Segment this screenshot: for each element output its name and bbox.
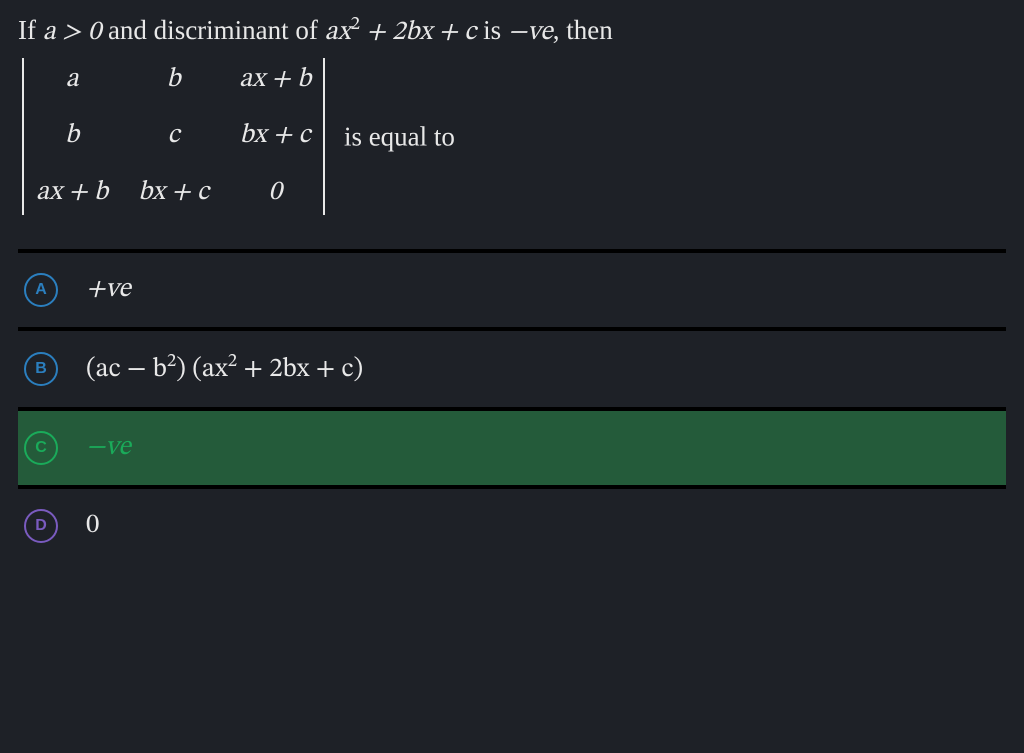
q-after-det: is equal to	[344, 121, 455, 151]
q-text-3: is	[476, 15, 508, 45]
option-b[interactable]: B (ac − b2) (ax2 + 2bx + c)	[18, 327, 1006, 407]
det-cell: ax + b	[36, 173, 108, 214]
opt-b-mid: ) (ax	[176, 356, 228, 383]
q-text-1: If	[18, 15, 43, 45]
option-letter-c: C	[24, 431, 58, 465]
q-text-4: , then	[553, 15, 613, 45]
q-math-2a: ax	[325, 19, 351, 46]
option-text-d: 0	[86, 509, 99, 543]
det-right-bar	[323, 58, 325, 216]
det-cell: a	[36, 60, 108, 101]
det-cell: b	[36, 116, 108, 157]
q-math-3: −ve	[508, 19, 553, 46]
question-container: If a > 0 and discriminant of ax2 + 2bx +…	[0, 0, 1024, 563]
options-list: A +ve B (ac − b2) (ax2 + 2bx + c) C −ve …	[18, 249, 1006, 563]
option-a[interactable]: A +ve	[18, 249, 1006, 327]
opt-b-pre: (ac − b	[86, 356, 167, 383]
opt-b-sup2: 2	[228, 353, 237, 371]
det-grid: a b ax + b b c bx + c ax + b bx + c 0	[28, 54, 319, 220]
det-left-bar	[22, 58, 24, 216]
determinant: a b ax + b b c bx + c ax + b bx + c 0	[18, 54, 329, 220]
det-cell: bx + c	[239, 116, 311, 157]
option-text-a: +ve	[86, 273, 131, 307]
q-math-2b: + 2bx + c	[360, 19, 476, 46]
option-c[interactable]: C −ve	[18, 407, 1006, 485]
option-d[interactable]: D 0	[18, 485, 1006, 563]
option-text-c: −ve	[86, 431, 131, 465]
option-text-b: (ac − b2) (ax2 + 2bx + c)	[86, 351, 363, 387]
option-letter-b: B	[24, 352, 58, 386]
det-cell: ax + b	[239, 60, 311, 101]
det-cell: b	[138, 60, 209, 101]
det-cell: bx + c	[138, 173, 209, 214]
option-letter-d: D	[24, 509, 58, 543]
opt-b-post: + 2bx + c)	[237, 356, 363, 383]
det-cell: 0	[239, 173, 311, 214]
q-math-1: a > 0	[43, 19, 101, 46]
question-text: If a > 0 and discriminant of ax2 + 2bx +…	[18, 10, 1006, 219]
option-letter-a: A	[24, 273, 58, 307]
opt-b-sup1: 2	[167, 353, 176, 371]
q-math-2-sup: 2	[351, 16, 360, 34]
det-cell: c	[138, 116, 209, 157]
q-text-2: and discriminant of	[101, 15, 324, 45]
